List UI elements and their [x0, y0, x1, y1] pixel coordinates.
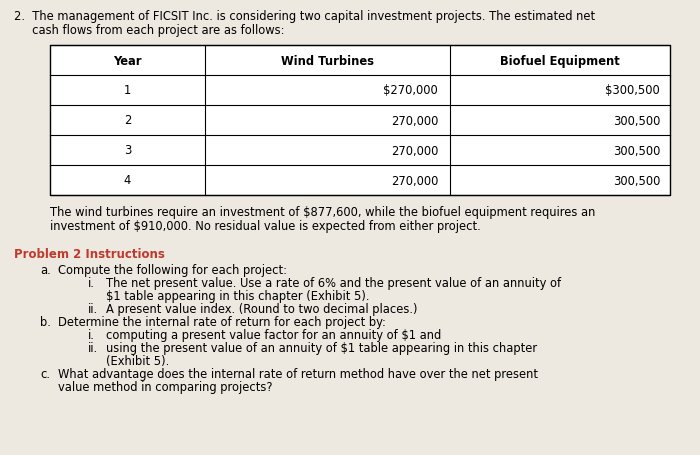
Text: ii.: ii. [88, 341, 98, 354]
Text: Biofuel Equipment: Biofuel Equipment [500, 55, 620, 67]
Text: Problem 2 Instructions: Problem 2 Instructions [14, 248, 165, 260]
Text: 270,000: 270,000 [391, 144, 438, 157]
Text: 1: 1 [124, 84, 131, 97]
Text: Wind Turbines: Wind Turbines [281, 55, 374, 67]
Text: value method in comparing projects?: value method in comparing projects? [58, 380, 272, 393]
Text: The net present value. Use a rate of 6% and the present value of an annuity of: The net present value. Use a rate of 6% … [106, 276, 561, 289]
Text: a.: a. [40, 263, 50, 276]
Text: Determine the internal rate of return for each project by:: Determine the internal rate of return fo… [58, 315, 386, 328]
Text: 270,000: 270,000 [391, 174, 438, 187]
Text: investment of $910,000. No residual value is expected from either project.: investment of $910,000. No residual valu… [50, 219, 481, 233]
Text: ii.: ii. [88, 302, 98, 315]
Bar [50, 46, 670, 196]
Text: 3: 3 [124, 144, 131, 157]
Text: i.: i. [88, 276, 95, 289]
Text: $300,500: $300,500 [606, 84, 660, 97]
Text: c.: c. [40, 367, 50, 380]
Text: $270,000: $270,000 [384, 84, 438, 97]
Text: 2: 2 [124, 114, 131, 127]
Text: i.: i. [88, 328, 95, 341]
Text: What advantage does the internal rate of return method have over the net present: What advantage does the internal rate of… [58, 367, 538, 380]
Text: $1 table appearing in this chapter (Exhibit 5).: $1 table appearing in this chapter (Exhi… [106, 289, 370, 302]
Text: 300,500: 300,500 [612, 144, 660, 157]
Text: cash flows from each project are as follows:: cash flows from each project are as foll… [14, 24, 284, 37]
Text: b.: b. [40, 315, 51, 328]
Text: Compute the following for each project:: Compute the following for each project: [58, 263, 287, 276]
Text: 300,500: 300,500 [612, 174, 660, 187]
Text: Year: Year [113, 55, 141, 67]
Text: computing a present value factor for an annuity of $1 and: computing a present value factor for an … [106, 328, 441, 341]
Text: using the present value of an annuity of $1 table appearing in this chapter: using the present value of an annuity of… [106, 341, 537, 354]
Text: 4: 4 [124, 174, 131, 187]
Text: The wind turbines require an investment of $877,600, while the biofuel equipment: The wind turbines require an investment … [50, 206, 596, 218]
Text: 300,500: 300,500 [612, 114, 660, 127]
Text: (Exhibit 5).: (Exhibit 5). [106, 354, 169, 367]
Text: 2.  The management of FICSIT Inc. is considering two capital investment projects: 2. The management of FICSIT Inc. is cons… [14, 10, 595, 23]
Text: 270,000: 270,000 [391, 114, 438, 127]
Text: A present value index. (Round to two decimal places.): A present value index. (Round to two dec… [106, 302, 417, 315]
